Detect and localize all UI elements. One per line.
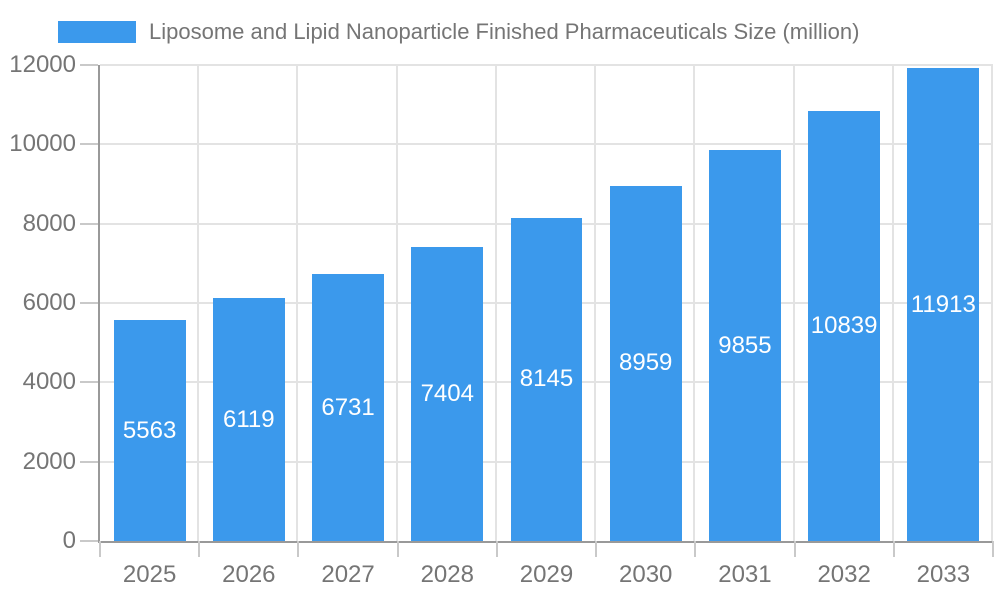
bar-value-label: 10839: [810, 312, 878, 340]
x-axis-tick: [992, 541, 994, 557]
legend-label: Liposome and Lipid Nanoparticle Finished…: [149, 19, 860, 44]
x-axis-tick: [495, 541, 498, 557]
y-axis-label: 12000: [9, 51, 76, 78]
gridline-vertical: [494, 65, 497, 541]
bar-value-label: 8145: [519, 365, 574, 393]
x-axis-label: 2031: [718, 561, 772, 588]
gridline-vertical: [197, 65, 200, 541]
bar-value-label: 6731: [321, 393, 375, 421]
y-axis-line: [98, 65, 100, 543]
y-axis-label: 8000: [22, 209, 76, 237]
gridline-vertical: [693, 65, 696, 541]
bar-value-label: 7404: [420, 380, 474, 408]
y-axis-tick: [80, 381, 98, 384]
y-axis-tick: [80, 302, 98, 304]
bar-value-label: 11913: [910, 290, 976, 318]
bar[interactable]: 6119: [212, 298, 285, 541]
x-axis-tick: [793, 541, 796, 557]
x-axis-label: 2027: [321, 561, 375, 588]
x-axis-tick: [99, 541, 101, 557]
bar[interactable]: 7404: [411, 247, 484, 541]
x-axis-tick: [297, 541, 300, 557]
plot-area: 0 2000 4000 6000 8000 10000 12000 5563 2025 6119 2…: [9, 52, 994, 588]
bar-value-label: 8959: [619, 349, 673, 377]
bar-value-label: 9855: [718, 331, 772, 359]
bar-value-label: 5563: [122, 416, 177, 444]
y-axis-tick: [80, 222, 98, 225]
gridline-vertical: [395, 65, 398, 541]
gridline-horizontal: [100, 143, 993, 146]
x-axis-line: [98, 541, 993, 543]
x-axis-label: 2030: [619, 561, 673, 588]
y-axis-label: 2000: [22, 447, 76, 475]
x-axis-label: 2032: [817, 561, 871, 588]
y-axis-tick: [80, 64, 98, 66]
y-axis-tick: [80, 540, 98, 542]
y-axis-label: 10000: [9, 130, 76, 158]
legend-swatch: [58, 21, 136, 43]
y-axis-tick: [80, 143, 98, 146]
x-axis-tick: [595, 541, 598, 557]
bar[interactable]: 6731: [312, 274, 384, 541]
bar[interactable]: 5563: [113, 320, 186, 541]
gridline-horizontal: [100, 64, 993, 66]
x-axis-label: 2028: [420, 561, 474, 588]
y-axis-label: 6000: [22, 289, 76, 316]
x-axis-tick: [694, 541, 697, 557]
bar[interactable]: 11913: [907, 68, 980, 541]
x-axis-label: 2033: [916, 561, 971, 588]
gridline-vertical: [594, 65, 597, 541]
bar[interactable]: 10839: [808, 111, 881, 541]
gridline-vertical: [891, 65, 894, 541]
y-axis-label: 4000: [22, 368, 76, 396]
x-axis-label: 2025: [122, 561, 177, 588]
x-axis-label: 2029: [519, 561, 574, 588]
bar[interactable]: 8959: [609, 185, 682, 541]
y-axis-label: 0: [62, 527, 76, 554]
legend[interactable]: Liposome and Lipid Nanoparticle Finished…: [58, 19, 859, 45]
x-axis-tick: [198, 541, 201, 557]
y-axis-tick: [80, 460, 98, 463]
x-axis-tick: [892, 541, 895, 557]
gridline-vertical: [792, 65, 795, 541]
gridline-vertical: [991, 65, 993, 541]
bar[interactable]: 8145: [510, 217, 583, 541]
bar[interactable]: 9855: [708, 150, 781, 541]
bar-value-label: 6119: [223, 405, 275, 433]
gridline-vertical: [296, 65, 299, 541]
x-axis-label: 2026: [222, 561, 276, 588]
x-axis-tick: [396, 541, 399, 557]
